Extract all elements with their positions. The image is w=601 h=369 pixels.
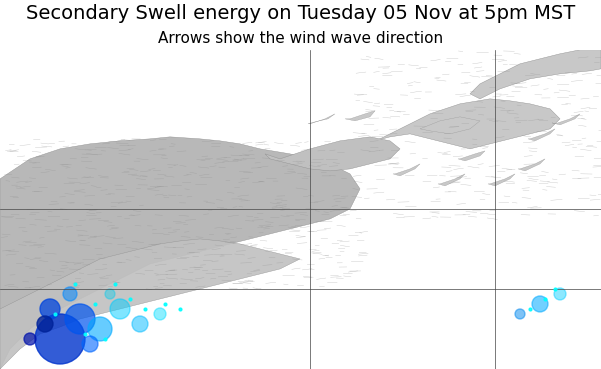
Circle shape	[88, 317, 112, 341]
Polygon shape	[528, 129, 555, 141]
Circle shape	[532, 296, 548, 312]
Circle shape	[65, 304, 95, 334]
Text: Secondary Swell energy on Tuesday 05 Nov at 5pm MST: Secondary Swell energy on Tuesday 05 Nov…	[26, 4, 575, 24]
Circle shape	[40, 299, 60, 319]
Circle shape	[24, 333, 36, 345]
Polygon shape	[393, 164, 420, 176]
Polygon shape	[488, 174, 515, 186]
Circle shape	[154, 308, 166, 320]
Circle shape	[37, 316, 53, 332]
Polygon shape	[518, 159, 545, 171]
Circle shape	[132, 316, 148, 332]
Polygon shape	[420, 117, 480, 134]
Polygon shape	[438, 174, 465, 186]
Circle shape	[35, 314, 85, 364]
Polygon shape	[345, 111, 375, 121]
Circle shape	[110, 299, 130, 319]
Polygon shape	[265, 137, 400, 171]
Polygon shape	[552, 114, 580, 125]
Circle shape	[63, 287, 77, 301]
Circle shape	[554, 288, 566, 300]
Text: Arrows show the wind wave direction: Arrows show the wind wave direction	[158, 31, 443, 46]
Polygon shape	[0, 239, 300, 369]
Circle shape	[82, 336, 98, 352]
Polygon shape	[458, 151, 485, 161]
Circle shape	[515, 309, 525, 319]
Polygon shape	[470, 50, 601, 99]
Polygon shape	[375, 99, 560, 149]
Circle shape	[105, 289, 115, 299]
Polygon shape	[308, 114, 335, 124]
Polygon shape	[0, 137, 360, 369]
